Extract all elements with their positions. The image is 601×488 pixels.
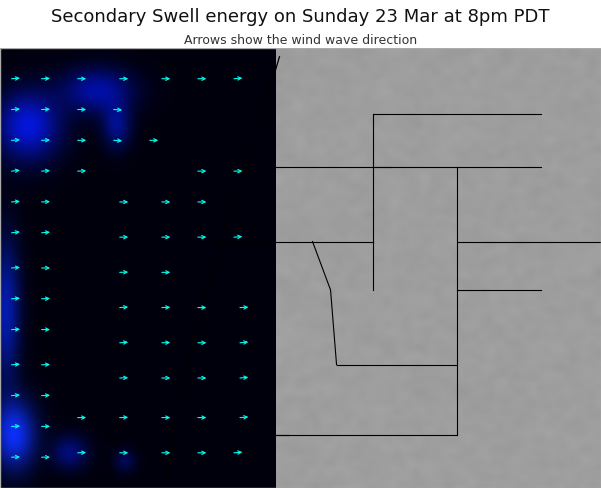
Text: Secondary Swell energy on Sunday 23 Mar at 8pm PDT: Secondary Swell energy on Sunday 23 Mar … <box>51 8 550 26</box>
Text: Arrows show the wind wave direction: Arrows show the wind wave direction <box>184 34 417 46</box>
